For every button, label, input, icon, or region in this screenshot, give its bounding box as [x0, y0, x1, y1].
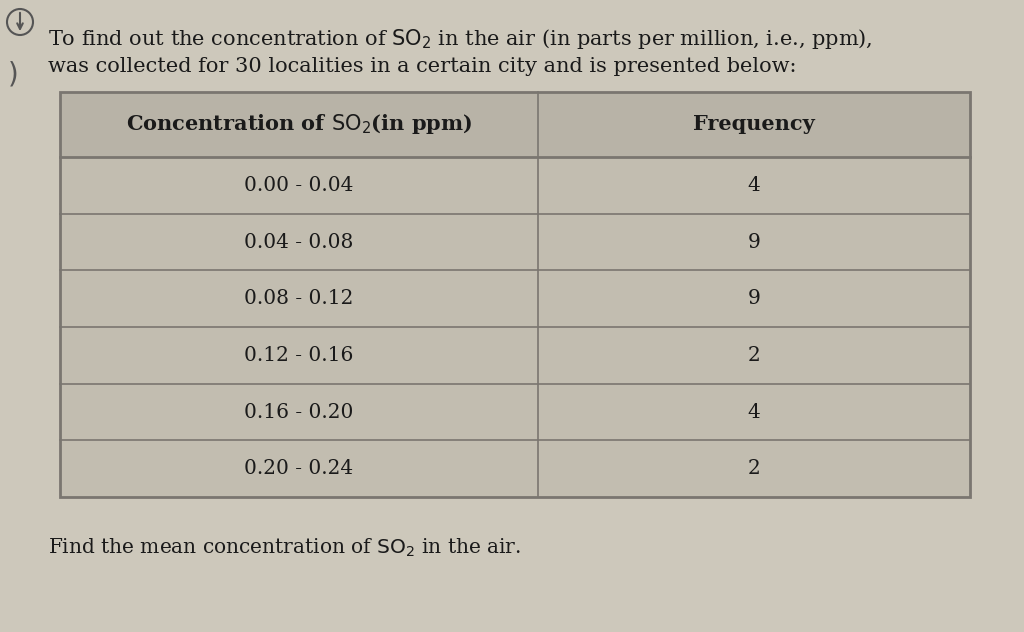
Text: 4: 4 — [748, 403, 760, 422]
Text: 0.08 - 0.12: 0.08 - 0.12 — [244, 289, 353, 308]
Text: Find the mean concentration of $\mathrm{SO_2}$ in the air.: Find the mean concentration of $\mathrm{… — [48, 537, 521, 559]
Text: 9: 9 — [748, 289, 760, 308]
Text: Frequency: Frequency — [693, 114, 815, 135]
Text: ): ) — [8, 61, 18, 89]
Text: Concentration of $\mathrm{SO_2}$(in ppm): Concentration of $\mathrm{SO_2}$(in ppm) — [126, 112, 472, 137]
Text: was collected for 30 localities in a certain city and is presented below:: was collected for 30 localities in a cer… — [48, 57, 797, 76]
Text: 9: 9 — [748, 233, 760, 252]
Text: 0.16 - 0.20: 0.16 - 0.20 — [244, 403, 353, 422]
Text: 0.04 - 0.08: 0.04 - 0.08 — [244, 233, 353, 252]
Text: 0.20 - 0.24: 0.20 - 0.24 — [245, 459, 353, 478]
Text: 0.12 - 0.16: 0.12 - 0.16 — [244, 346, 353, 365]
Text: 4: 4 — [748, 176, 760, 195]
Bar — [60, 92, 970, 497]
Bar — [60, 92, 970, 157]
Text: 2: 2 — [748, 459, 760, 478]
Text: 0.00 - 0.04: 0.00 - 0.04 — [244, 176, 353, 195]
Bar — [60, 92, 970, 497]
Text: 2: 2 — [748, 346, 760, 365]
Text: To find out the concentration of $\mathrm{SO_2}$ in the air (in parts per millio: To find out the concentration of $\mathr… — [48, 27, 872, 51]
